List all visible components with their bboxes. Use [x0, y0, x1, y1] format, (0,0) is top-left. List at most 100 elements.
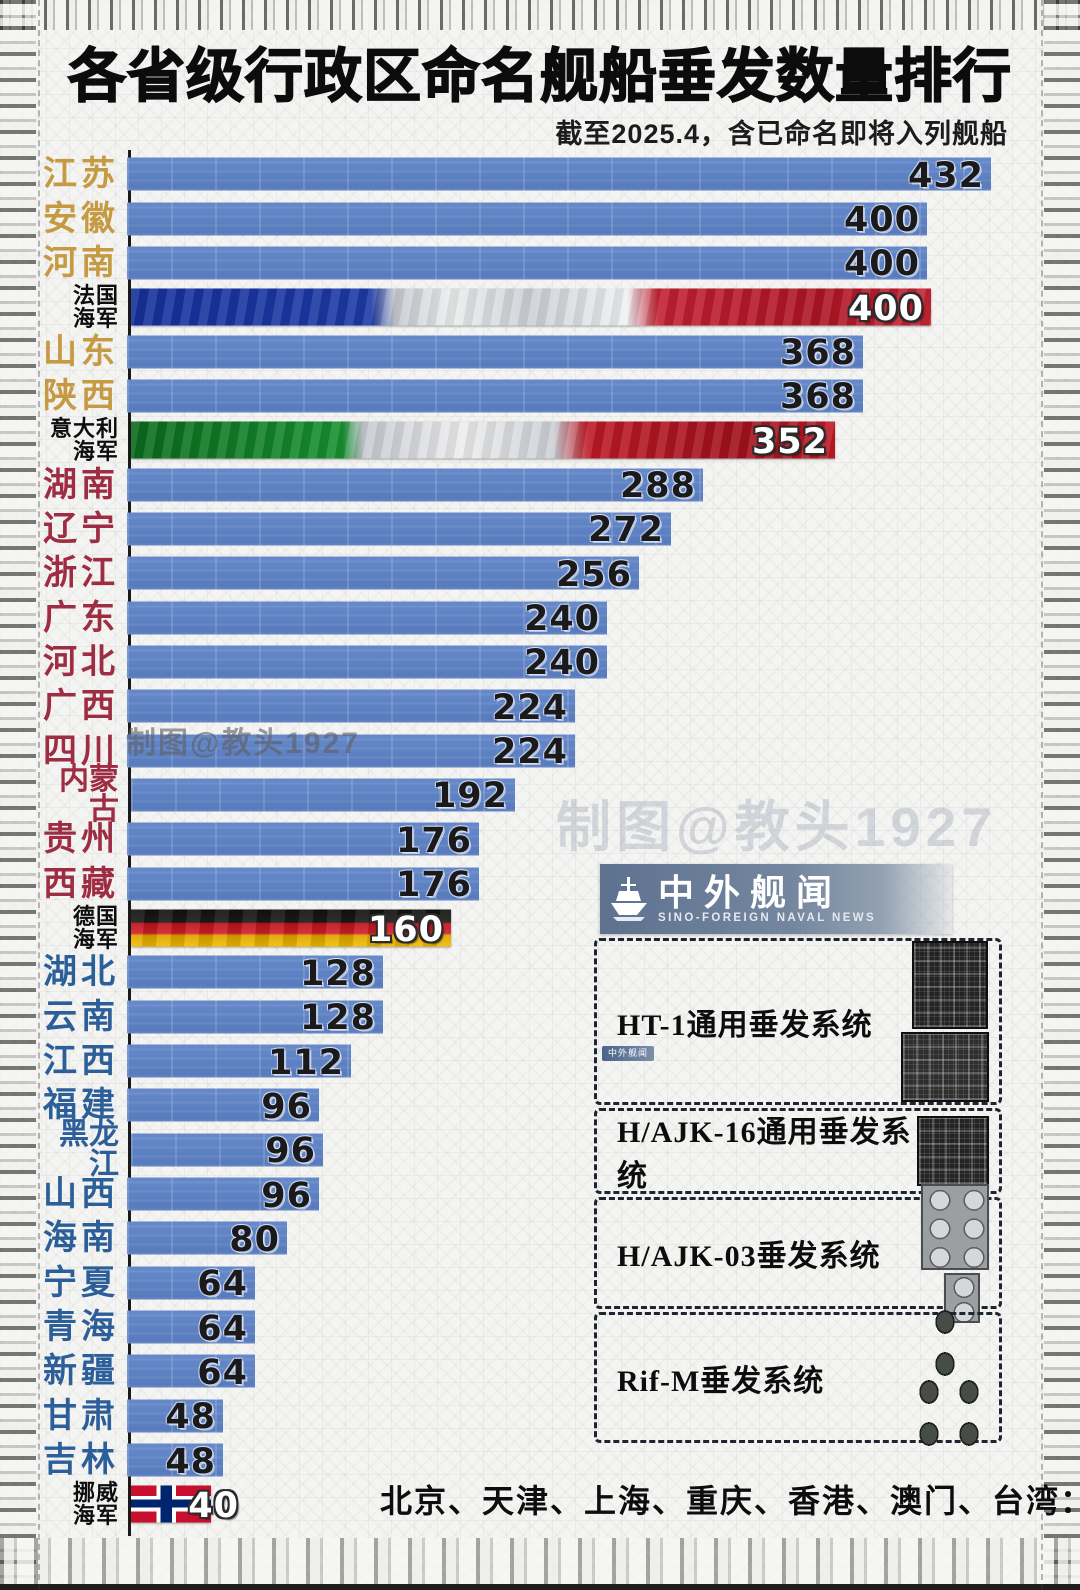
- bar-row: 广西 224: [30, 684, 1050, 728]
- bar: 64: [127, 1354, 255, 1391]
- bar-label: 内蒙古: [59, 762, 119, 826]
- bar-label: 四川: [43, 731, 119, 770]
- bar: 176: [127, 822, 479, 858]
- flag-bar-france: 400: [131, 288, 931, 329]
- bar: 192: [131, 778, 515, 814]
- ornamental-border-top: [0, 0, 1080, 30]
- bar-value: 352: [751, 421, 828, 462]
- legend-label: H/AJK-16通用垂发系统: [617, 1116, 912, 1193]
- bar-label: 江苏: [43, 155, 119, 194]
- bar-row: 挪威 海军 40: [30, 1480, 1050, 1529]
- ornamental-border-bottom: [0, 1538, 1080, 1584]
- bar-row: 黑龙江 96: [30, 1119, 1050, 1179]
- bar: 240: [127, 645, 607, 681]
- bar-value: 288: [619, 466, 696, 507]
- bar: 256: [127, 554, 639, 595]
- bar-row: 法国 海军 400: [30, 283, 1050, 332]
- bar-label: 福建: [43, 1086, 119, 1125]
- legend-box-ajk03: H/AJK-03垂发系统: [594, 1183, 1002, 1323]
- bar: 80: [127, 1220, 287, 1261]
- bar-label: 河北: [43, 642, 119, 681]
- bar-row: 德国 海军 160: [30, 903, 1050, 953]
- bar-row: 广东 240: [30, 595, 1050, 639]
- vls-cells-square: [901, 1032, 989, 1102]
- bar-label: 陕西: [43, 376, 119, 415]
- bar-label: 山东: [43, 332, 119, 371]
- bar: 288: [127, 466, 703, 507]
- bar-row: 宁夏 64: [30, 1261, 1050, 1305]
- inner-guide-left: [38, 0, 40, 1590]
- bar-value: 368: [779, 377, 856, 418]
- bar-row: 辽宁 272: [30, 507, 1050, 551]
- bar-label: 黑龙江: [59, 1117, 119, 1181]
- bar-label: 挪威 海军: [72, 1480, 119, 1529]
- bar-label: 湖南: [43, 465, 119, 504]
- bar: 96: [127, 1175, 319, 1216]
- bar-label: 西藏: [43, 864, 119, 903]
- bar-row: 云南 128: [30, 995, 1050, 1039]
- bar-row: 河北 240: [30, 640, 1050, 684]
- bar-label: 江西: [43, 1042, 119, 1081]
- bar-value: 400: [843, 244, 920, 285]
- bar-value: 240: [523, 599, 600, 640]
- flag-bar-norway: 40: [131, 1485, 238, 1524]
- bar-value: 128: [299, 953, 376, 994]
- legend-box-ajk16: H/AJK-16通用垂发系统: [594, 1108, 1002, 1194]
- vls-cells-square: [917, 1116, 989, 1186]
- bar: 224: [127, 732, 575, 773]
- bar-row: 湖南 288: [30, 462, 1050, 506]
- bar-row: 山西 96: [30, 1172, 1050, 1216]
- bar-value: 256: [555, 554, 632, 595]
- logo-name-cn: 中外舰闻: [658, 871, 843, 913]
- bar-value: 400: [847, 288, 924, 329]
- footnote: 北京、天津、上海、重庆、香港、澳门、台湾：暂无: [380, 1483, 1080, 1519]
- bottom-edge-line: [0, 1584, 1080, 1590]
- bar-value: 240: [523, 643, 600, 684]
- ajk16-vls-icon: [917, 1116, 999, 1186]
- bar: 400: [127, 244, 927, 285]
- vls-cells-square: [912, 941, 988, 1029]
- bar-label: 德国 海军: [72, 903, 119, 953]
- bar-label: 甘肃: [43, 1396, 119, 1435]
- bar-label: 法国 海军: [72, 283, 119, 332]
- bar: 224: [127, 689, 575, 725]
- inner-guide-right: [1041, 0, 1043, 1590]
- bar-label: 安徽: [43, 199, 119, 238]
- bar-row: 西藏 176: [30, 862, 1050, 906]
- bar-label: 新疆: [43, 1352, 119, 1391]
- bar: 368: [127, 333, 863, 374]
- bar-value: 160: [367, 909, 444, 950]
- bar-label: 山西: [43, 1175, 119, 1214]
- bar: 48: [127, 1443, 223, 1479]
- bar-row: 四川 224: [30, 728, 1050, 772]
- ht1-vls-icon: [901, 941, 999, 1102]
- bar: 176: [127, 867, 479, 903]
- bar-value: 80: [229, 1220, 280, 1261]
- bar: 432: [127, 157, 991, 193]
- bar-value: 96: [261, 1175, 312, 1216]
- bar-row: 山东 368: [30, 329, 1050, 373]
- ornamental-border-right: [1044, 0, 1080, 1590]
- page-title: 各省级行政区命名舰船垂发数量排行: [67, 43, 1012, 110]
- bar-value: 128: [299, 998, 376, 1039]
- bar-row: 海南 80: [30, 1216, 1050, 1260]
- bar-row: 青海 64: [30, 1305, 1050, 1349]
- bar-row: 浙江 256: [30, 551, 1050, 595]
- bar: 240: [127, 599, 607, 640]
- bar: 112: [127, 1044, 351, 1080]
- bar-value: 64: [197, 1308, 248, 1349]
- bar: 64: [127, 1266, 255, 1302]
- bar-value: 368: [779, 333, 856, 374]
- bar: 96: [127, 1088, 319, 1124]
- legend-label: HT-1通用垂发系统: [617, 1008, 873, 1042]
- bar-label: 浙江: [43, 554, 119, 593]
- flag-bar-germany: 160: [131, 909, 451, 950]
- bar-chart: 江苏 432 安徽 400 河南 400 法国 海军 400 山东 368 陕西 368 意大利 海军 352…: [30, 152, 1050, 1529]
- bar-row: 福建 96: [30, 1083, 1050, 1127]
- bar-value: 400: [843, 200, 920, 241]
- bar: 96: [131, 1133, 323, 1169]
- bar-value: 224: [491, 732, 568, 773]
- bar-row: 湖北 128: [30, 950, 1050, 994]
- bar: 272: [127, 512, 671, 548]
